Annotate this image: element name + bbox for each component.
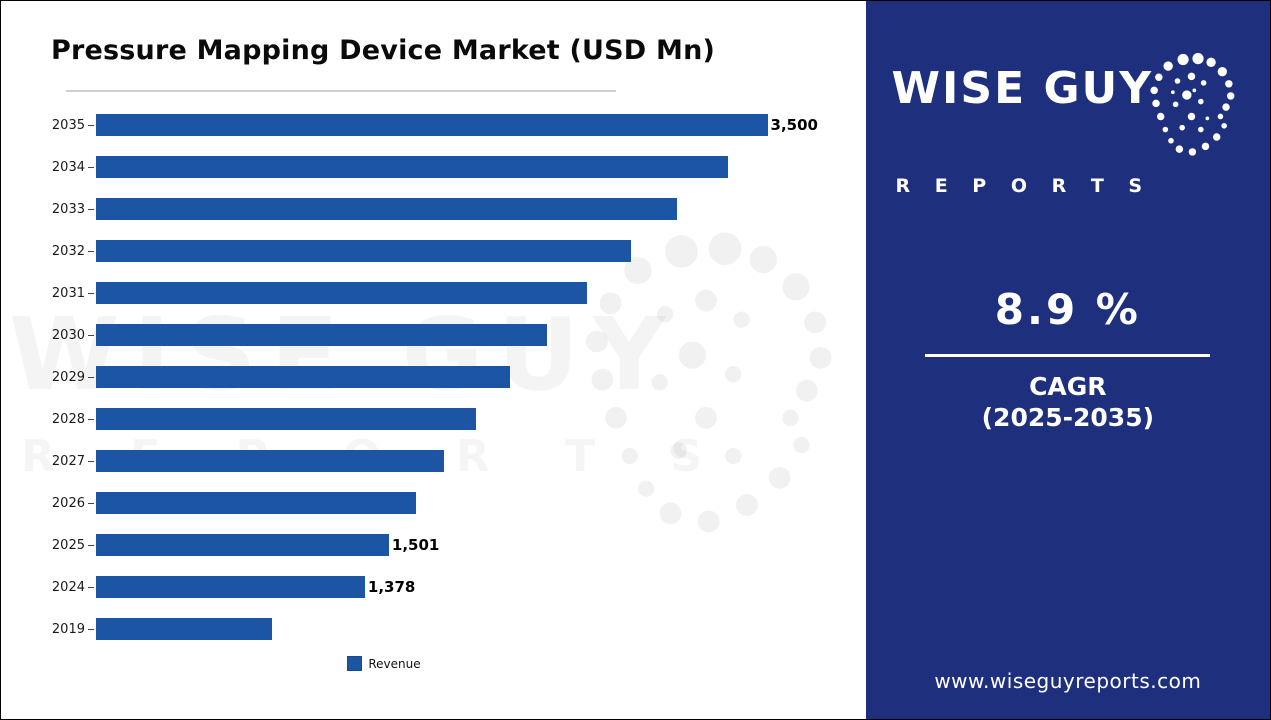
bar-area: [96, 240, 818, 262]
bar-row: 2034: [51, 146, 866, 188]
chart-title: Pressure Mapping Device Market (USD Mn): [51, 35, 716, 66]
bar-area: [96, 366, 818, 388]
axis-tick: [88, 376, 94, 378]
cagr-label-line1: CAGR: [1029, 372, 1107, 401]
bar-row: 2035 3,500: [51, 104, 866, 146]
axis-tick: [88, 250, 94, 252]
revenue-bar: [96, 576, 365, 598]
y-axis-label: 2035: [51, 117, 85, 133]
bar-area: [96, 324, 818, 346]
axis-tick: [88, 502, 94, 504]
bar-row: 2025 1,501: [51, 524, 866, 566]
bar-value-label: 1,501: [391, 536, 440, 554]
title-divider: [66, 90, 616, 92]
logo-head-icon: [1150, 53, 1235, 156]
y-axis-label: 2026: [51, 495, 85, 511]
bar-area: 3,500: [96, 114, 818, 136]
axis-tick: [88, 586, 94, 588]
bar-area: [96, 492, 818, 514]
axis-tick: [88, 460, 94, 462]
bar-value-label: 1,378: [367, 578, 416, 596]
y-axis-label: 2028: [51, 411, 85, 427]
axis-tick: [88, 166, 94, 168]
logo-subtitle: R E P O R T S: [895, 175, 1152, 197]
info-panel: WISE GUY: [865, 1, 1270, 719]
bar-row: 2031: [51, 272, 866, 314]
revenue-bar: [96, 366, 510, 388]
bar-row: 2032: [51, 230, 866, 272]
revenue-bar: [96, 408, 476, 430]
bar-row: 2028: [51, 398, 866, 440]
bar-row: 2026: [51, 482, 866, 524]
bar-row: 2027: [51, 440, 866, 482]
brand-logo: WISE GUY: [891, 53, 1244, 197]
cagr-label: CAGR (2025-2035): [982, 371, 1154, 434]
bar-area: 1,501: [96, 534, 818, 556]
bar-area: [96, 156, 818, 178]
y-axis-label: 2025: [51, 537, 85, 553]
website-url: www.wiseguyreports.com: [934, 669, 1202, 693]
chart-section: WISE GUY R E P O R T S Pressure Mapping …: [1, 1, 866, 719]
bar-row: 2019: [51, 608, 866, 650]
revenue-bar: [96, 450, 445, 472]
legend-swatch-revenue: [347, 656, 363, 671]
bar-area: 1,378: [96, 576, 818, 598]
revenue-bar: [96, 324, 547, 346]
y-axis-label: 2033: [51, 201, 85, 217]
bar-value-label: 3,500: [770, 116, 818, 134]
y-axis-label: 2032: [51, 243, 85, 259]
revenue-bar: [96, 282, 587, 304]
cagr-divider: [925, 354, 1211, 357]
bar-area: [96, 282, 818, 304]
revenue-bar: [96, 198, 677, 220]
bar-area: [96, 618, 818, 640]
revenue-bar: [96, 618, 272, 640]
bar-row: 2029: [51, 356, 866, 398]
bar-area: [96, 450, 818, 472]
axis-tick: [88, 334, 94, 336]
axis-tick: [88, 544, 94, 546]
logo-title: WISE GUY: [891, 63, 1154, 114]
y-axis-label: 2024: [51, 579, 85, 595]
revenue-bar: [96, 534, 389, 556]
y-axis-label: 2031: [51, 285, 85, 301]
y-axis-label: 2034: [51, 159, 85, 175]
legend-label-revenue: Revenue: [368, 656, 421, 671]
y-axis-label: 2030: [51, 327, 85, 343]
y-axis-label: 2027: [51, 453, 85, 469]
chart-legend: Revenue: [1, 656, 767, 671]
axis-tick: [88, 124, 94, 126]
y-axis-label: 2029: [51, 369, 85, 385]
axis-tick: [88, 628, 94, 630]
revenue-bar: [96, 492, 417, 514]
bar-chart: 2035 3,500 2034 2033 2032 2031 2030 2029 2028 202…: [51, 104, 866, 650]
bar-area: [96, 198, 818, 220]
bar-row: 2033: [51, 188, 866, 230]
cagr-label-line2: (2025-2035): [981, 403, 1155, 433]
bar-row: 2024 1,378: [51, 566, 866, 608]
cagr-value: 8.9 %: [994, 285, 1141, 334]
axis-tick: [88, 208, 94, 210]
bar-row: 2030: [51, 314, 866, 356]
revenue-bar: [96, 240, 631, 262]
revenue-bar: [96, 114, 768, 136]
bar-area: [96, 408, 818, 430]
y-axis-label: 2019: [51, 621, 85, 637]
axis-tick: [88, 418, 94, 420]
revenue-bar: [96, 156, 729, 178]
axis-tick: [88, 292, 94, 294]
